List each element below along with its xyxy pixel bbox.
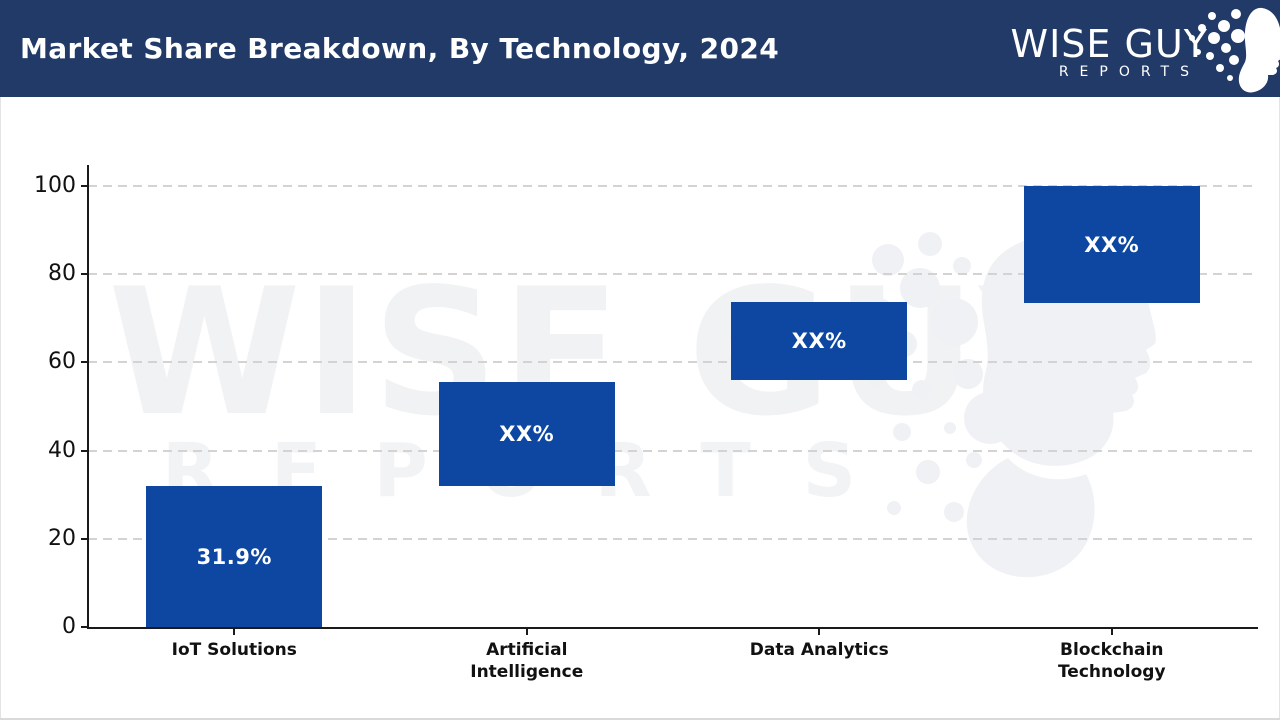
y-tick-mark bbox=[81, 537, 88, 540]
y-tick-mark bbox=[81, 185, 88, 187]
y-tick-label: 60 bbox=[48, 349, 76, 375]
bar-value-label: XX% bbox=[499, 422, 555, 447]
header-band: Market Share Breakdown, By Technology, 2… bbox=[0, 0, 1280, 97]
bar: 31.9% bbox=[146, 486, 323, 627]
bar-value-label: 31.9% bbox=[196, 544, 272, 569]
grid-line bbox=[88, 273, 1258, 276]
bar: XX% bbox=[731, 302, 908, 381]
grid-line bbox=[88, 185, 1258, 187]
y-tick-label: 20 bbox=[48, 525, 76, 551]
x-tick-mark bbox=[233, 628, 236, 635]
x-tick-mark bbox=[818, 628, 821, 635]
y-tick-mark bbox=[81, 361, 88, 364]
grid-line bbox=[88, 537, 1258, 540]
y-tick-label: 100 bbox=[34, 173, 76, 198]
y-tick-label: 0 bbox=[62, 614, 76, 639]
x-tick-mark bbox=[525, 628, 528, 635]
y-tick-label: 80 bbox=[48, 261, 76, 287]
brand-wordmark: WISE GUY bbox=[1010, 22, 1208, 66]
y-tick-mark bbox=[81, 626, 88, 628]
x-tick-mark bbox=[1110, 628, 1113, 635]
page-title: Market Share Breakdown, By Technology, 2… bbox=[20, 32, 780, 65]
category-label: Blockchain Technology bbox=[1057, 640, 1166, 683]
y-tick-label: 40 bbox=[48, 437, 76, 463]
brand-subtext: REPORTS bbox=[1058, 64, 1200, 80]
brand-face-icon bbox=[1189, 7, 1280, 93]
category-label: Artificial Intelligence bbox=[470, 640, 584, 683]
bar: XX% bbox=[438, 381, 615, 487]
bar: XX% bbox=[1023, 186, 1200, 304]
brand-logo: WISE GUY REPORTS bbox=[1011, 0, 1280, 97]
x-axis-line bbox=[87, 627, 1258, 629]
y-tick-mark bbox=[81, 449, 88, 452]
grid-line bbox=[88, 361, 1258, 364]
bar-value-label: XX% bbox=[1084, 232, 1140, 257]
bar-value-label: XX% bbox=[791, 329, 847, 354]
category-label: Data Analytics bbox=[749, 640, 889, 660]
y-axis-line bbox=[87, 165, 89, 629]
category-label: IoT Solutions bbox=[171, 640, 297, 660]
y-tick-mark bbox=[81, 273, 88, 276]
grid-line bbox=[88, 449, 1258, 452]
